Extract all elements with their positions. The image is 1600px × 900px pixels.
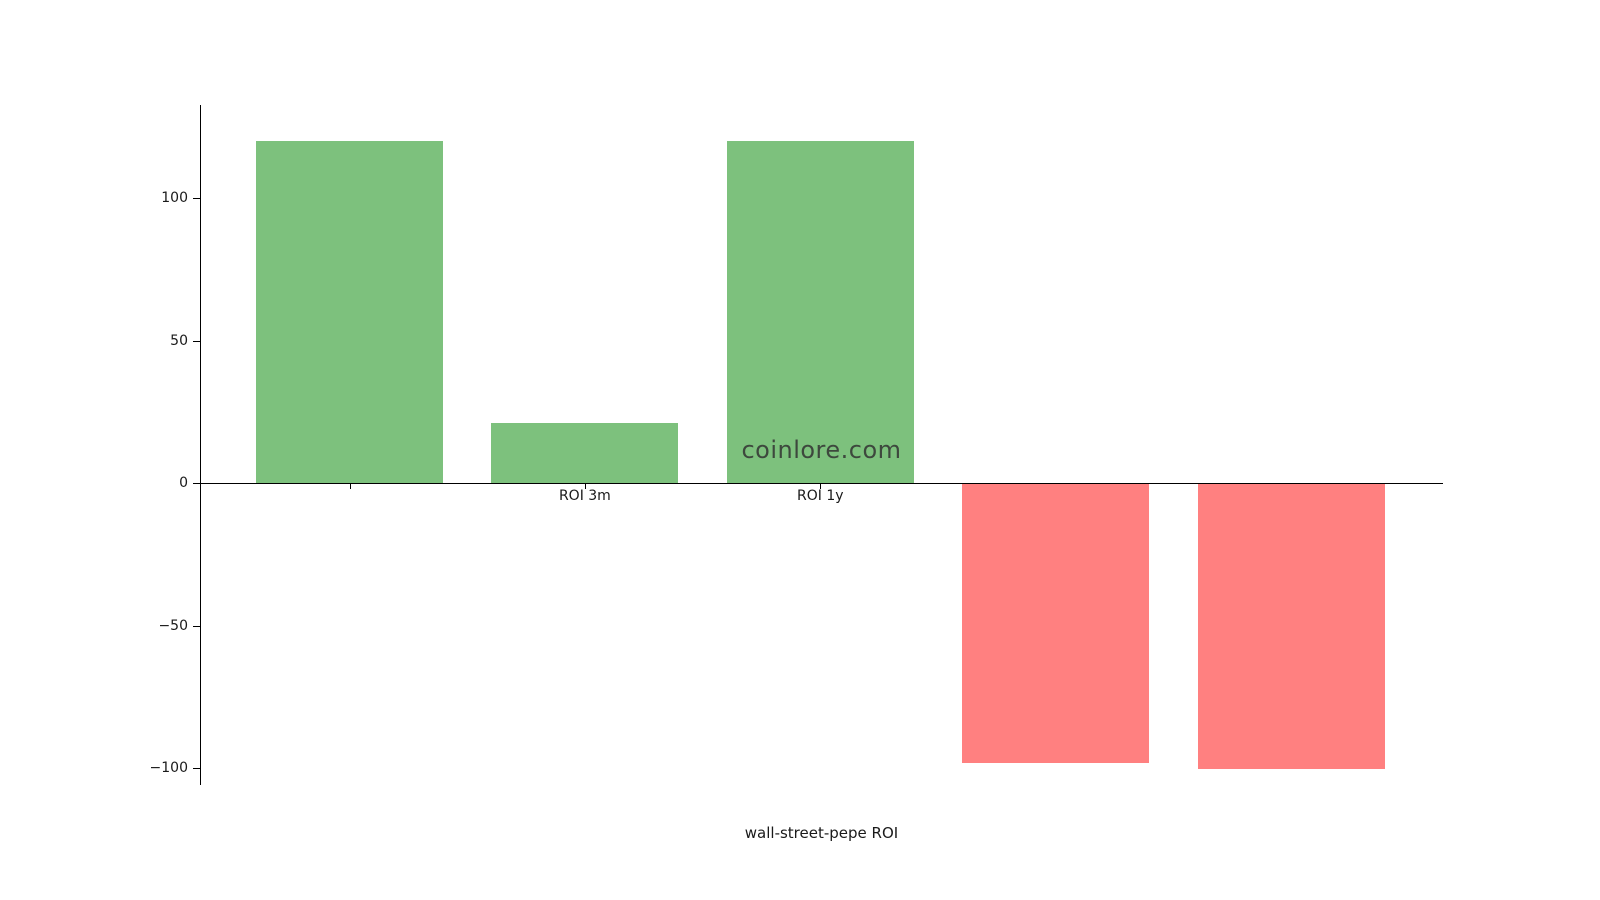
- y-tick-mark: [193, 483, 200, 484]
- bar-index-3: [962, 484, 1150, 764]
- y-tick-mark: [193, 625, 200, 627]
- y-tick-mark: [193, 340, 200, 342]
- x-tick-label: ROI 1y: [797, 488, 844, 504]
- bar-ROI 1y: [726, 141, 914, 483]
- watermark-text: coinlore.com: [741, 436, 902, 464]
- x-axis-zero-line: [200, 483, 1443, 484]
- y-tick-label: −50: [158, 617, 188, 634]
- plot-area: 100 50 0 −50 −100 ROI 3m ROI 1y coinlore.com: [150, 105, 1443, 785]
- x-tick-mark: [584, 484, 586, 489]
- y-tick-mark: [193, 768, 200, 769]
- y-tick-label: 100: [161, 190, 188, 206]
- y-tick-label: −100: [149, 760, 188, 776]
- y-axis-line: [200, 105, 201, 785]
- x-tick-mark: [820, 484, 822, 489]
- bar-index-4: [1197, 484, 1385, 769]
- y-tick-label: 50: [170, 332, 188, 349]
- x-tick-mark: [349, 484, 351, 489]
- y-tick-mark: [193, 198, 200, 199]
- x-tick-label: ROI 3m: [558, 488, 611, 504]
- chart-xlabel: wall-street-pepe ROI: [744, 824, 899, 842]
- y-tick-label: 0: [179, 475, 188, 491]
- bar-ROI 3m: [491, 423, 679, 483]
- bar-index-0: [256, 141, 443, 483]
